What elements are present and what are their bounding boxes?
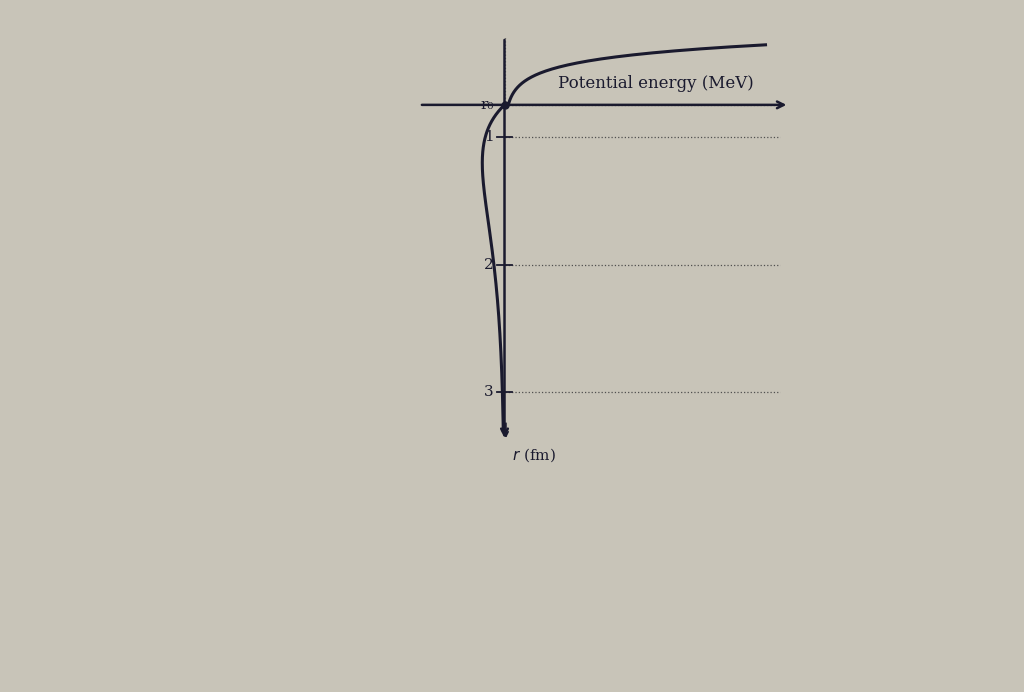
Text: 2: 2 <box>484 257 494 271</box>
Text: r₀: r₀ <box>480 98 494 112</box>
Text: $r$ (fm): $r$ (fm) <box>512 446 556 464</box>
Text: Potential energy (MeV): Potential energy (MeV) <box>558 75 755 92</box>
Text: 1: 1 <box>484 130 494 144</box>
Text: 3: 3 <box>484 385 494 399</box>
